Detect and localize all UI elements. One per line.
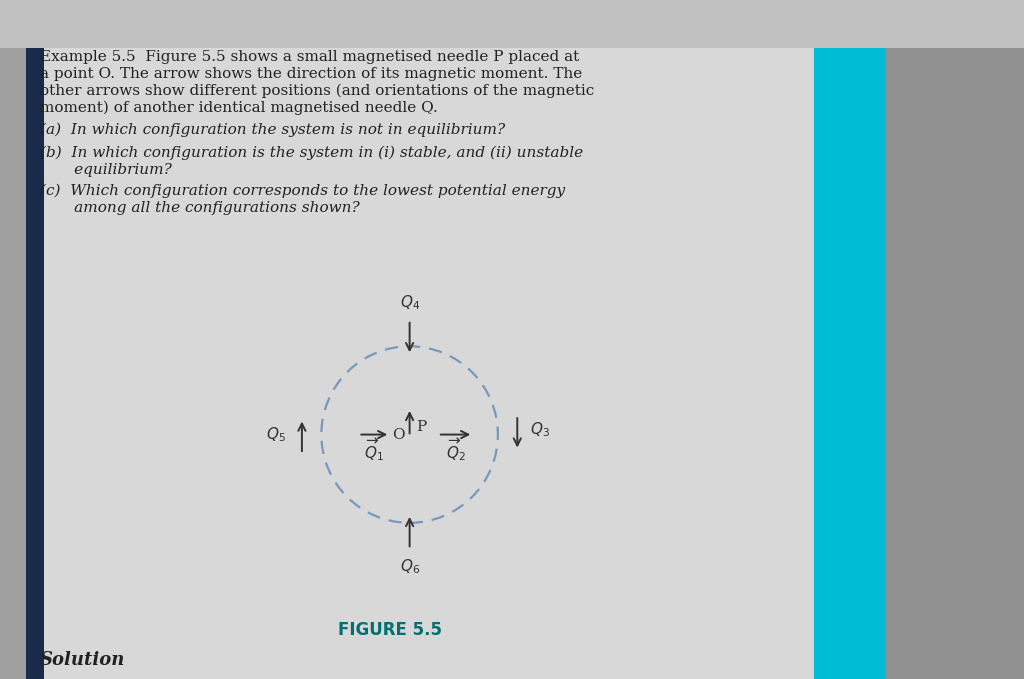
Bar — [26, 0, 44, 679]
Text: $Q_4$: $Q_4$ — [399, 293, 420, 312]
Text: $Q_5$: $Q_5$ — [265, 425, 286, 444]
Text: (c)  Which configuration corresponds to the lowest potential energy: (c) Which configuration corresponds to t… — [40, 184, 565, 198]
Bar — [814, 0, 886, 679]
Text: P: P — [416, 420, 426, 435]
Bar — [0, 0, 26, 679]
Bar — [44, 0, 814, 679]
Text: FIGURE 5.5: FIGURE 5.5 — [338, 621, 442, 639]
Text: $\overrightarrow{Q}_1$: $\overrightarrow{Q}_1$ — [365, 436, 384, 463]
Text: moment) of another identical magnetised needle Q.: moment) of another identical magnetised … — [40, 101, 437, 115]
Text: $\overrightarrow{Q}_2$: $\overrightarrow{Q}_2$ — [445, 436, 466, 463]
Text: among all the configurations shown?: among all the configurations shown? — [40, 201, 359, 215]
Text: equilibrium?: equilibrium? — [40, 163, 172, 177]
Text: a point O. The arrow shows the direction of its magnetic moment. The: a point O. The arrow shows the direction… — [40, 67, 583, 81]
Text: $Q_3$: $Q_3$ — [530, 421, 550, 439]
Bar — [0, 0, 1024, 48]
Text: Solution: Solution — [40, 651, 125, 669]
Text: other arrows show different positions (and orientations of the magnetic: other arrows show different positions (a… — [40, 84, 594, 98]
Text: (a)  In which configuration the system is not in equilibrium?: (a) In which configuration the system is… — [40, 123, 505, 137]
Bar — [886, 0, 1024, 679]
Text: O: O — [392, 428, 404, 441]
Text: $Q_6$: $Q_6$ — [399, 557, 420, 576]
Text: Example 5.5  Figure 5.5 shows a small magnetised needle P placed at: Example 5.5 Figure 5.5 shows a small mag… — [40, 50, 580, 64]
Text: (b)  In which configuration is the system in (i) stable, and (ii) unstable: (b) In which configuration is the system… — [40, 146, 583, 160]
